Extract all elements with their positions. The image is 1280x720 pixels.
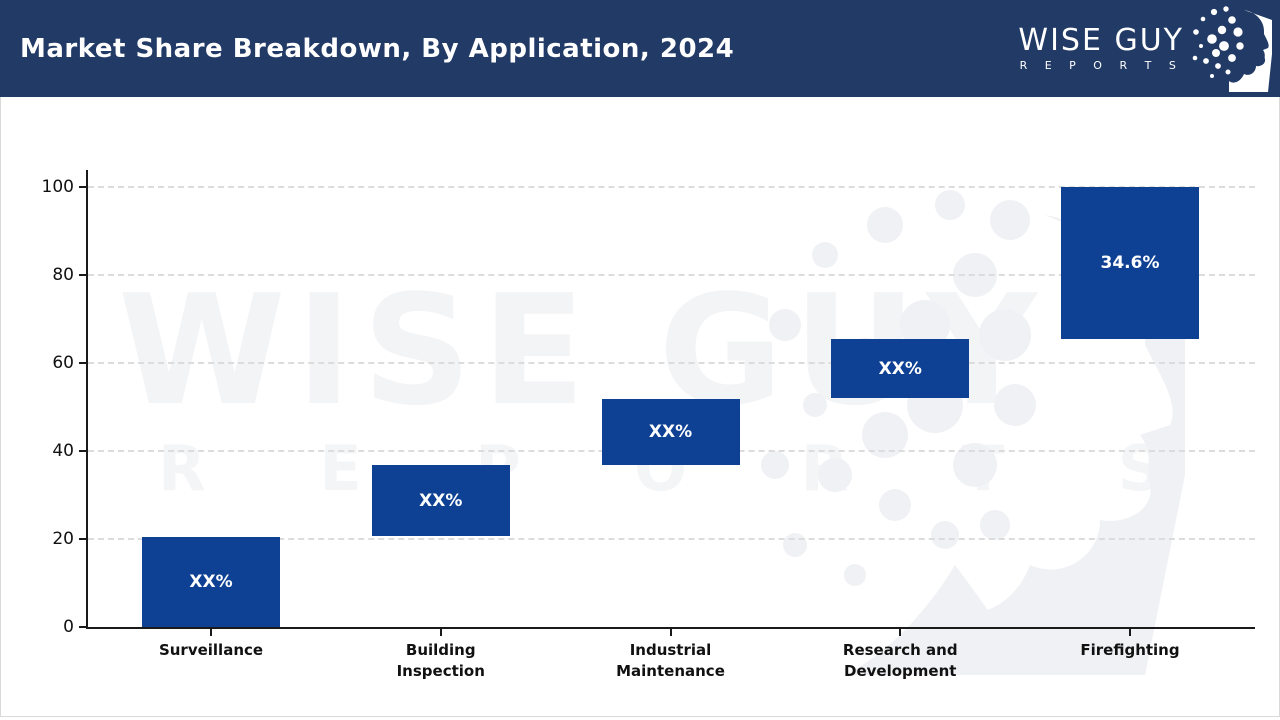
bar-label-building-inspection: XX% bbox=[419, 490, 463, 511]
x-axis-line bbox=[86, 627, 1255, 629]
bar-label-surveillance: XX% bbox=[189, 571, 233, 592]
logo-subtitle: R E P O R T S bbox=[1019, 59, 1183, 72]
y-tick-40 bbox=[79, 450, 87, 452]
y-tick-label-0: 0 bbox=[63, 617, 74, 637]
brand-logo: WISE GUY R E P O R T S bbox=[1018, 4, 1274, 92]
y-tick-0 bbox=[79, 626, 87, 628]
bar-industrial-maintenance bbox=[601, 399, 740, 466]
y-tick-20 bbox=[79, 538, 87, 540]
page-border-left bbox=[0, 97, 1, 717]
page-border-bottom bbox=[0, 716, 1280, 717]
logo-head-icon bbox=[1192, 6, 1272, 92]
category-label-firefighting: Firefighting bbox=[1080, 641, 1180, 659]
x-tick-surveillance bbox=[210, 629, 212, 636]
x-tick-industrial-maintenance bbox=[669, 629, 672, 636]
gridline-20 bbox=[88, 538, 1255, 540]
gridline-60 bbox=[88, 362, 1255, 364]
page-title: Market Share Breakdown, By Application, … bbox=[20, 33, 735, 64]
y-tick-label-100: 100 bbox=[41, 177, 74, 197]
header-bar: Market Share Breakdown, By Application, … bbox=[0, 0, 1280, 97]
x-tick-building-inspection bbox=[439, 629, 442, 636]
logo-text: WISE GUY R E P O R T S bbox=[1018, 23, 1184, 73]
y-tick-80 bbox=[79, 274, 87, 276]
category-label-research-and-development: Research and Development bbox=[842, 641, 958, 680]
gridline-80 bbox=[88, 274, 1255, 276]
category-label-building-inspection: Building Inspection bbox=[396, 641, 485, 680]
bar-label-research-and-development: XX% bbox=[878, 358, 922, 379]
bar-research-and-development bbox=[831, 339, 970, 399]
bar-label-firefighting: 34.6% bbox=[1100, 253, 1160, 274]
y-tick-label-60: 60 bbox=[52, 353, 74, 373]
category-label-industrial-maintenance: Industrial Maintenance bbox=[616, 641, 725, 680]
logo-wordmark: WISE GUY bbox=[1018, 23, 1184, 58]
x-tick-research-and-development bbox=[899, 629, 902, 636]
bar-firefighting bbox=[1061, 187, 1199, 340]
gridline-100 bbox=[88, 186, 1255, 188]
bar-surveillance bbox=[142, 536, 280, 627]
y-tick-label-20: 20 bbox=[52, 529, 74, 549]
x-tick-firefighting bbox=[1129, 629, 1131, 636]
y-tick-label-80: 80 bbox=[52, 265, 74, 285]
bar-label-industrial-maintenance: XX% bbox=[648, 422, 693, 443]
category-label-surveillance: Surveillance bbox=[158, 641, 264, 659]
y-tick-100 bbox=[79, 186, 87, 188]
y-tick-label-40: 40 bbox=[52, 441, 74, 461]
y-tick-60 bbox=[79, 362, 87, 364]
bar-building-inspection bbox=[371, 465, 510, 536]
y-axis-line bbox=[86, 170, 88, 629]
